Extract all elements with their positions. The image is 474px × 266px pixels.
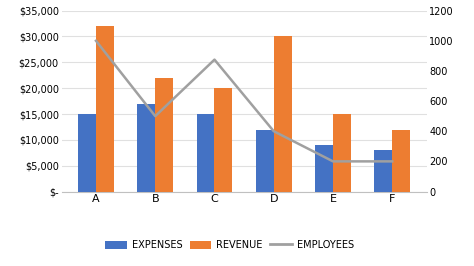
Bar [155, 78, 173, 192]
Bar [197, 114, 214, 192]
Bar [78, 114, 96, 192]
Bar [256, 130, 274, 192]
Bar [137, 104, 155, 192]
Bar [374, 150, 392, 192]
Bar [274, 36, 292, 192]
Bar [333, 114, 351, 192]
Bar [96, 26, 114, 192]
Legend: EXPENSES, REVENUE, EMPLOYEES: EXPENSES, REVENUE, EMPLOYEES [101, 236, 357, 254]
Bar [315, 145, 333, 192]
Bar [392, 130, 410, 192]
Bar [214, 88, 232, 192]
